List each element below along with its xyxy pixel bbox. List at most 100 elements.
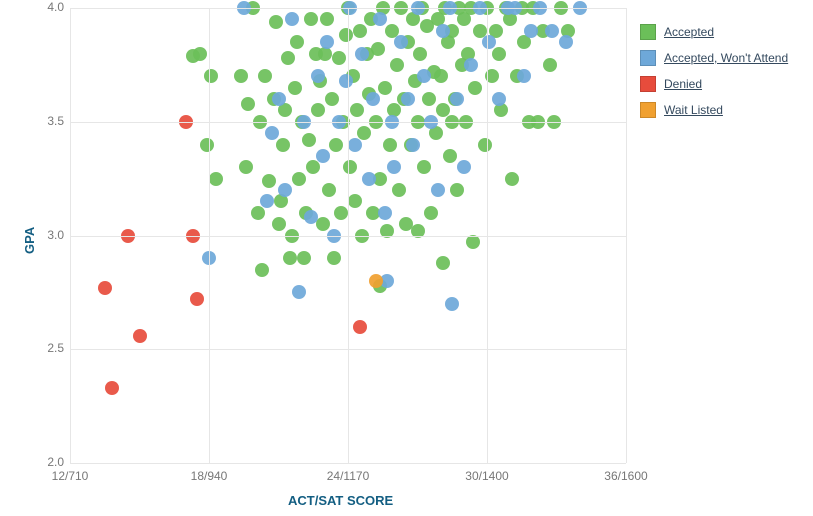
data-point[interactable]: [369, 274, 383, 288]
data-point[interactable]: [482, 35, 496, 49]
data-point[interactable]: [355, 47, 369, 61]
data-point[interactable]: [339, 28, 353, 42]
data-point[interactable]: [290, 35, 304, 49]
data-point[interactable]: [378, 81, 392, 95]
data-point[interactable]: [492, 47, 506, 61]
data-point[interactable]: [417, 69, 431, 83]
data-point[interactable]: [278, 183, 292, 197]
data-point[interactable]: [239, 160, 253, 174]
data-point[interactable]: [559, 35, 573, 49]
data-point[interactable]: [251, 206, 265, 220]
data-point[interactable]: [255, 263, 269, 277]
data-point[interactable]: [260, 194, 274, 208]
data-point[interactable]: [306, 160, 320, 174]
data-point[interactable]: [304, 12, 318, 26]
data-point[interactable]: [417, 160, 431, 174]
data-point[interactable]: [378, 206, 392, 220]
data-point[interactable]: [292, 172, 306, 186]
data-point[interactable]: [466, 235, 480, 249]
data-point[interactable]: [302, 133, 316, 147]
legend-item-denied[interactable]: Denied: [640, 76, 788, 92]
data-point[interactable]: [468, 81, 482, 95]
data-point[interactable]: [457, 160, 471, 174]
data-point[interactable]: [193, 47, 207, 61]
data-point[interactable]: [329, 138, 343, 152]
data-point[interactable]: [543, 58, 557, 72]
data-point[interactable]: [327, 251, 341, 265]
data-point[interactable]: [276, 138, 290, 152]
data-point[interactable]: [436, 24, 450, 38]
data-point[interactable]: [524, 24, 538, 38]
data-point[interactable]: [357, 126, 371, 140]
data-point[interactable]: [353, 24, 367, 38]
data-point[interactable]: [322, 183, 336, 197]
data-point[interactable]: [401, 92, 415, 106]
data-point[interactable]: [366, 92, 380, 106]
data-point[interactable]: [209, 172, 223, 186]
data-point[interactable]: [262, 174, 276, 188]
data-point[interactable]: [332, 51, 346, 65]
data-point[interactable]: [234, 69, 248, 83]
legend-item-waitlisted[interactable]: Wait Listed: [640, 102, 788, 118]
data-point[interactable]: [445, 297, 459, 311]
data-point[interactable]: [383, 138, 397, 152]
data-point[interactable]: [311, 69, 325, 83]
data-point[interactable]: [190, 292, 204, 306]
legend-item-accepted[interactable]: Accepted: [640, 24, 788, 40]
data-point[interactable]: [320, 35, 334, 49]
data-point[interactable]: [373, 12, 387, 26]
data-point[interactable]: [343, 160, 357, 174]
data-point[interactable]: [316, 149, 330, 163]
data-point[interactable]: [241, 97, 255, 111]
data-point[interactable]: [392, 183, 406, 197]
data-point[interactable]: [545, 24, 559, 38]
data-point[interactable]: [350, 103, 364, 117]
data-point[interactable]: [133, 329, 147, 343]
data-point[interactable]: [325, 92, 339, 106]
data-point[interactable]: [464, 58, 478, 72]
data-point[interactable]: [387, 160, 401, 174]
data-point[interactable]: [265, 126, 279, 140]
data-point[interactable]: [292, 285, 306, 299]
data-point[interactable]: [285, 12, 299, 26]
data-point[interactable]: [98, 281, 112, 295]
data-point[interactable]: [362, 172, 376, 186]
data-point[interactable]: [105, 381, 119, 395]
data-point[interactable]: [334, 206, 348, 220]
data-point[interactable]: [443, 149, 457, 163]
data-point[interactable]: [283, 251, 297, 265]
data-point[interactable]: [348, 194, 362, 208]
data-point[interactable]: [269, 15, 283, 29]
data-point[interactable]: [200, 138, 214, 152]
data-point[interactable]: [288, 81, 302, 95]
data-point[interactable]: [281, 51, 295, 65]
data-point[interactable]: [272, 92, 286, 106]
data-point[interactable]: [272, 217, 286, 231]
data-point[interactable]: [505, 172, 519, 186]
data-point[interactable]: [450, 92, 464, 106]
data-point[interactable]: [371, 42, 385, 56]
data-point[interactable]: [492, 92, 506, 106]
legend-item-accepted_wont[interactable]: Accepted, Won't Attend: [640, 50, 788, 66]
data-point[interactable]: [304, 210, 318, 224]
data-point[interactable]: [436, 256, 450, 270]
data-point[interactable]: [450, 183, 464, 197]
data-point[interactable]: [431, 183, 445, 197]
data-point[interactable]: [424, 206, 438, 220]
data-point[interactable]: [394, 35, 408, 49]
data-point[interactable]: [339, 74, 353, 88]
data-point[interactable]: [390, 58, 404, 72]
data-point[interactable]: [478, 138, 492, 152]
data-point[interactable]: [434, 69, 448, 83]
data-point[interactable]: [413, 47, 427, 61]
data-point[interactable]: [353, 320, 367, 334]
data-point[interactable]: [320, 12, 334, 26]
data-point[interactable]: [204, 69, 218, 83]
data-point[interactable]: [311, 103, 325, 117]
data-point[interactable]: [258, 69, 272, 83]
data-point[interactable]: [422, 92, 436, 106]
data-point[interactable]: [517, 69, 531, 83]
data-point[interactable]: [297, 251, 311, 265]
data-point[interactable]: [406, 138, 420, 152]
data-point[interactable]: [348, 138, 362, 152]
